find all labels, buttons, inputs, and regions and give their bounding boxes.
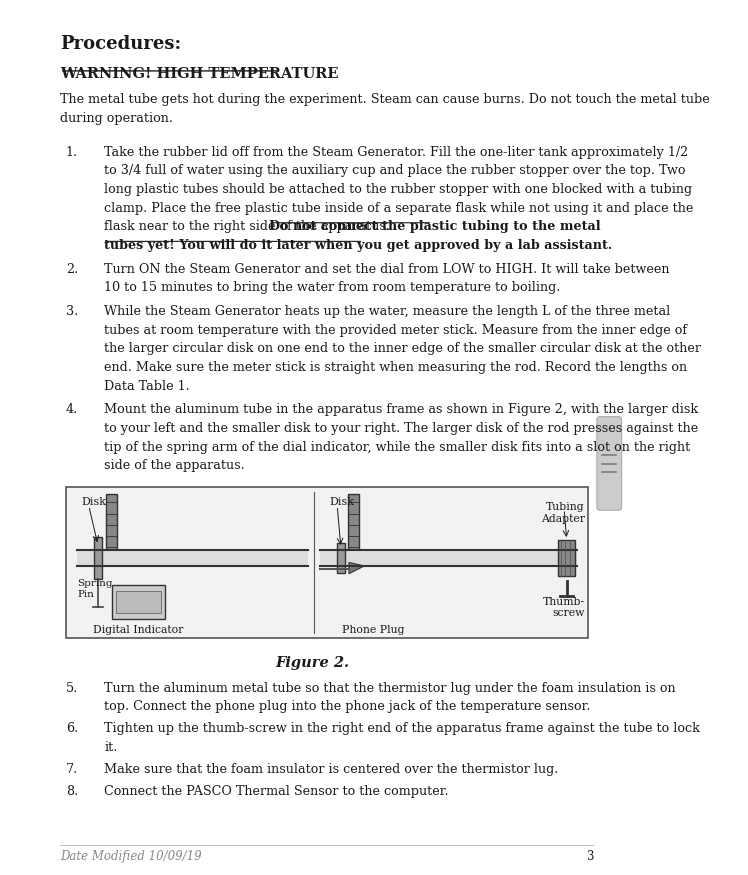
- Bar: [77, 550, 307, 566]
- Text: Take the rubber lid off from the Steam Generator. Fill the one-liter tank approx: Take the rubber lid off from the Steam G…: [104, 145, 688, 158]
- Text: 2.: 2.: [66, 262, 78, 276]
- Text: WARNING! HIGH TEMPERATURE: WARNING! HIGH TEMPERATURE: [60, 67, 338, 81]
- Text: tip of the spring arm of the dial indicator, while the smaller disk fits into a : tip of the spring arm of the dial indica…: [104, 441, 690, 454]
- Text: to your left and the smaller disk to your right. The larger disk of the rod pres: to your left and the smaller disk to you…: [104, 422, 699, 435]
- Text: Data Table 1.: Data Table 1.: [104, 380, 190, 393]
- Text: 3: 3: [586, 850, 594, 863]
- Text: tubes yet! You will do it later when you get approved by a lab assistant.: tubes yet! You will do it later when you…: [104, 239, 613, 252]
- Text: long plastic tubes should be attached to the rubber stopper with one blocked wit: long plastic tubes should be attached to…: [104, 183, 693, 196]
- Text: 7.: 7.: [66, 763, 78, 776]
- Text: Tubing
Adapter: Tubing Adapter: [541, 502, 585, 524]
- Bar: [112, 584, 165, 619]
- Text: clamp. Place the free plastic tube inside of a separate flask while not using it: clamp. Place the free plastic tube insid…: [104, 201, 693, 214]
- Text: 8.: 8.: [66, 785, 78, 798]
- FancyBboxPatch shape: [597, 416, 622, 510]
- Text: end. Make sure the meter stick is straight when measuring the rod. Record the le: end. Make sure the meter stick is straig…: [104, 361, 687, 374]
- Text: Digital Indicator: Digital Indicator: [94, 625, 184, 635]
- Bar: [558, 540, 575, 577]
- Text: 6.: 6.: [66, 723, 78, 735]
- Text: Turn ON the Steam Generator and set the dial from LOW to HIGH. It will take betw: Turn ON the Steam Generator and set the …: [104, 262, 669, 276]
- Text: to 3/4 full of water using the auxiliary cup and place the rubber stopper over t: to 3/4 full of water using the auxiliary…: [104, 164, 686, 178]
- Text: Make sure that the foam insulator is centered over the thermistor lug.: Make sure that the foam insulator is cen…: [104, 763, 559, 776]
- Text: Procedures:: Procedures:: [60, 34, 181, 52]
- Text: 4.: 4.: [66, 403, 78, 416]
- Text: While the Steam Generator heats up the water, measure the length L of the three : While the Steam Generator heats up the w…: [104, 305, 670, 318]
- Bar: [94, 537, 102, 579]
- Bar: [116, 591, 161, 613]
- Text: Phone Plug: Phone Plug: [342, 625, 404, 635]
- Text: Figure 2.: Figure 2.: [276, 655, 350, 669]
- Text: Do not connect the plastic tubing to the metal: Do not connect the plastic tubing to the…: [269, 220, 601, 233]
- Bar: [106, 493, 117, 560]
- Text: Tighten up the thumb-screw in the right end of the apparatus frame against the t: Tighten up the thumb-screw in the right …: [104, 723, 700, 735]
- Bar: [337, 543, 345, 573]
- Text: 10 to 15 minutes to bring the water from room temperature to boiling.: 10 to 15 minutes to bring the water from…: [104, 281, 560, 294]
- Text: The metal tube gets hot during the experiment. Steam can cause burns. Do not tou: The metal tube gets hot during the exper…: [60, 94, 710, 107]
- Text: 1.: 1.: [66, 145, 78, 158]
- Text: 3.: 3.: [66, 305, 78, 318]
- Bar: [348, 493, 359, 560]
- Text: flask near to the right side of the apparatus.: flask near to the right side of the appa…: [104, 220, 394, 233]
- Text: Turn the aluminum metal tube so that the thermistor lug under the foam insulatio: Turn the aluminum metal tube so that the…: [104, 682, 675, 695]
- Text: the larger circular disk on one end to the inner edge of the smaller circular di: the larger circular disk on one end to t…: [104, 342, 701, 355]
- Text: during operation.: during operation.: [60, 112, 173, 125]
- Text: side of the apparatus.: side of the apparatus.: [104, 459, 245, 472]
- Bar: [66, 487, 588, 638]
- Bar: [320, 550, 577, 566]
- Text: Disk: Disk: [82, 497, 106, 507]
- Text: 5.: 5.: [66, 682, 79, 695]
- Polygon shape: [349, 563, 364, 574]
- Text: Connect the PASCO Thermal Sensor to the computer.: Connect the PASCO Thermal Sensor to the …: [104, 785, 449, 798]
- Text: Thumb-
screw: Thumb- screw: [542, 597, 585, 619]
- Text: it.: it.: [104, 741, 117, 754]
- Text: top. Connect the phone plug into the phone jack of the temperature sensor.: top. Connect the phone plug into the pho…: [104, 700, 591, 713]
- Text: Spring
Pin: Spring Pin: [77, 579, 112, 598]
- Text: Disk: Disk: [329, 497, 354, 507]
- Text: Date Modified 10/09/19: Date Modified 10/09/19: [60, 850, 201, 863]
- Text: tubes at room temperature with the provided meter stick. Measure from the inner : tubes at room temperature with the provi…: [104, 324, 687, 337]
- Text: Mount the aluminum tube in the apparatus frame as shown in Figure 2, with the la: Mount the aluminum tube in the apparatus…: [104, 403, 699, 416]
